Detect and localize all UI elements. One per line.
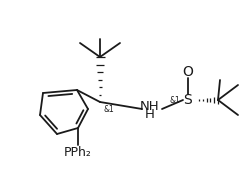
- Text: H: H: [145, 109, 155, 121]
- Text: &1: &1: [169, 96, 180, 105]
- Text: PPh₂: PPh₂: [64, 145, 92, 159]
- Text: S: S: [184, 93, 192, 107]
- Text: NH: NH: [140, 100, 160, 113]
- Text: O: O: [182, 65, 194, 79]
- Text: &1: &1: [104, 105, 115, 114]
